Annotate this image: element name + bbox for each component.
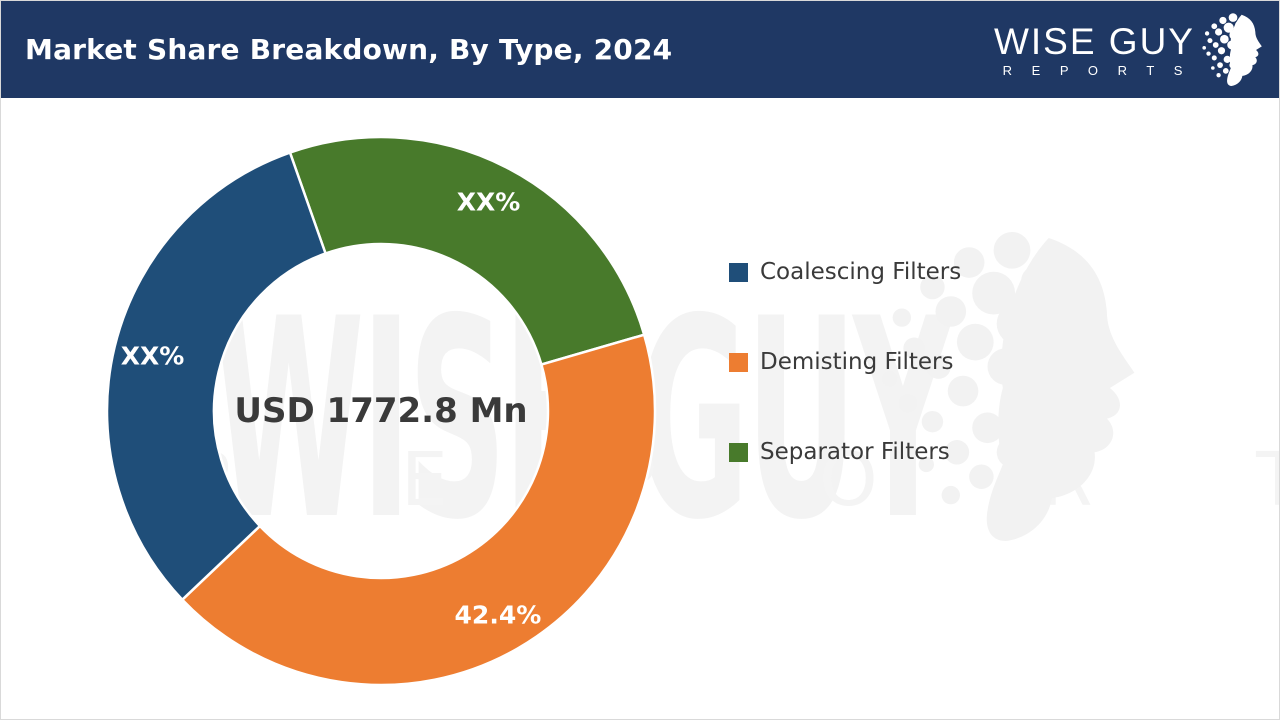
slice-label-1: 42.4% — [455, 600, 542, 629]
legend-item-label: Demisting Filters — [760, 348, 954, 375]
donut-segment-coalescing-filters — [105, 150, 328, 602]
legend-item-label: Coalescing Filters — [760, 258, 962, 285]
donut-segment-demisting-filters — [180, 333, 657, 687]
brand-logo-head-icon — [1197, 9, 1269, 91]
chart-legend: Coalescing Filters Demisting Filters Sep… — [729, 257, 961, 467]
legend-item-demisting-filters: Demisting Filters — [729, 347, 961, 377]
page-title: Market Share Breakdown, By Type, 2024 — [25, 33, 673, 66]
brand-logo-text: WISE GUY R E P O R T S — [993, 20, 1195, 79]
brand-logo-subtitle: R E P O R T S — [1002, 63, 1191, 79]
legend-item-label: Separator Filters — [760, 438, 950, 465]
legend-item-separator-filters: Separator Filters — [729, 437, 961, 467]
legend-item-coalescing-filters: Coalescing Filters — [729, 257, 961, 287]
legend-swatch-icon — [729, 262, 748, 282]
chart-center-value: USD 1772.8 Mn — [234, 391, 528, 431]
legend-swatch-icon — [729, 352, 748, 372]
brand-logo-name: WISE GUY — [993, 20, 1195, 62]
brand-logo: WISE GUY R E P O R T S — [994, 9, 1269, 91]
slice-label-2: XX% — [121, 342, 185, 371]
legend-swatch-icon — [729, 442, 748, 462]
slice-label-0: XX% — [457, 188, 521, 217]
header-bar: Market Share Breakdown, By Type, 2024 WI… — [1, 1, 1279, 98]
donut-chart: XX% 42.4% XX% — [81, 111, 681, 711]
donut-segment-separator-filters — [288, 135, 646, 367]
